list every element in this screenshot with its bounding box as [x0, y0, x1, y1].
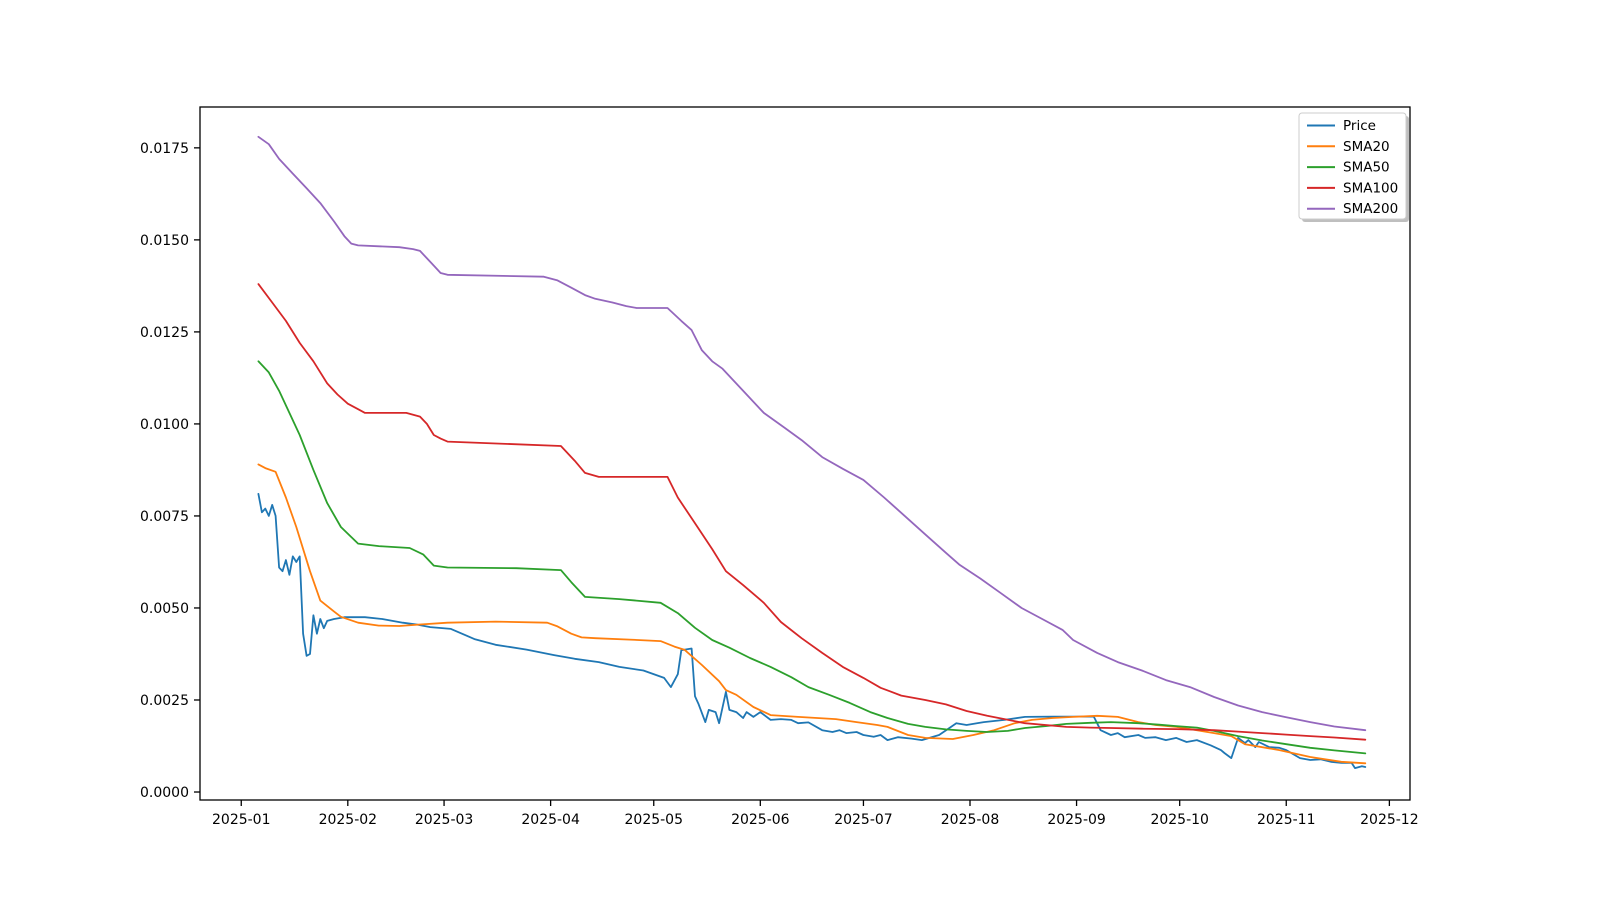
legend-label-sma50: SMA50 [1343, 160, 1390, 176]
x-tick-label: 2025-09 [1047, 812, 1106, 828]
x-tick-label: 2025-01 [212, 812, 271, 828]
series-line-sma200 [257, 135, 1367, 732]
x-tick-label: 2025-03 [415, 812, 474, 828]
axes-frame [199, 106, 1411, 801]
legend-label-sma200: SMA200 [1343, 201, 1398, 217]
y-tick-label: 0.0100 [140, 417, 189, 433]
x-tick-label: 2025-05 [625, 812, 684, 828]
x-tick-label: 2025-07 [834, 812, 893, 828]
x-tick-label: 2025-10 [1150, 812, 1209, 828]
x-tick-label: 2025-04 [521, 812, 580, 828]
x-tick-label: 2025-11 [1257, 812, 1316, 828]
y-tick-label: 0.0075 [140, 509, 189, 525]
x-tick-label: 2025-08 [941, 812, 1000, 828]
y-tick-label: 0.0125 [140, 325, 189, 341]
series-line-price [257, 492, 1367, 769]
series-line-sma100 [257, 283, 1367, 741]
x-tick-label: 2025-02 [319, 812, 378, 828]
x-tick-label: 2025-12 [1360, 812, 1419, 828]
y-tick-label: 0.0025 [140, 693, 189, 709]
legend-label-sma100: SMA100 [1343, 180, 1398, 196]
legend-label-sma20: SMA20 [1343, 139, 1390, 155]
series-line-sma50 [257, 360, 1367, 755]
legend-label-price: Price [1343, 118, 1376, 134]
y-tick-label: 0.0150 [140, 233, 189, 249]
y-tick-label: 0.0175 [140, 141, 189, 157]
y-tick-label: 0.0000 [140, 785, 189, 801]
x-tick-label: 2025-06 [731, 812, 790, 828]
legend-box [1298, 112, 1407, 220]
y-tick-label: 0.0050 [140, 601, 189, 617]
